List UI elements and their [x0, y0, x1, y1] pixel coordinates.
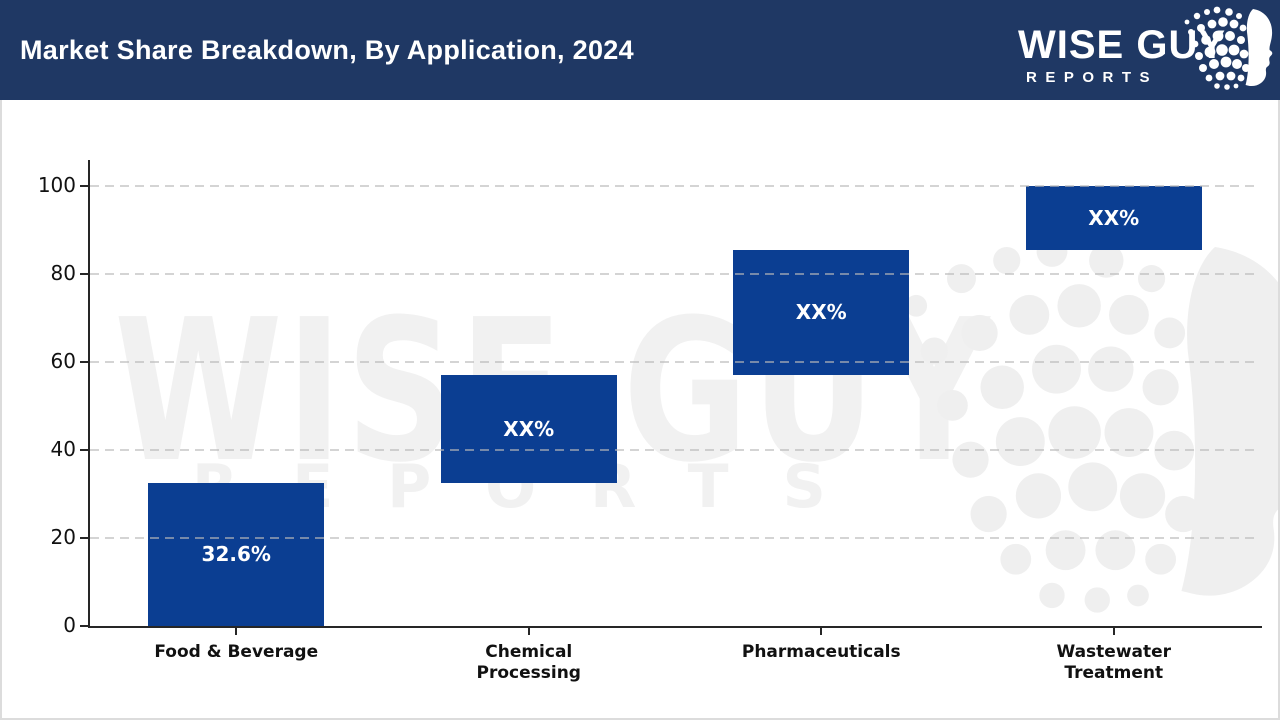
y-tick-label: 40 [50, 437, 76, 461]
chart-title: Market Share Breakdown, By Application, … [20, 34, 634, 65]
y-tick [80, 537, 88, 539]
y-tick [80, 185, 88, 187]
watermark-head-icon [905, 236, 1278, 613]
x-tick [235, 628, 238, 635]
x-category-label: Chemical Processing [414, 642, 644, 684]
gridline [90, 449, 1260, 451]
y-tick [80, 625, 88, 627]
bar-value-label: XX% [795, 300, 847, 325]
y-tick-label: 0 [63, 613, 76, 637]
gridline [90, 185, 1260, 187]
bar-1: XX% [440, 375, 617, 483]
y-tick [80, 361, 88, 363]
x-category-label-line: Pharmaceuticals [741, 642, 901, 662]
y-tick-label: 20 [50, 525, 76, 549]
x-category-label: Wastewater Treatment [999, 642, 1229, 684]
x-tick [527, 628, 530, 635]
gridline [90, 273, 1260, 275]
y-tick [80, 449, 88, 451]
gridline [90, 537, 1260, 539]
x-category-label-line: Wastewater [1056, 642, 1172, 662]
bar-0: 32.6% [148, 482, 325, 626]
x-tick [1112, 628, 1115, 635]
x-category-label: Food & Beverage [121, 642, 351, 663]
header-bar: Market Share Breakdown, By Application, … [0, 0, 1280, 100]
bar-value-label: XX% [503, 416, 555, 441]
bar-2: XX% [733, 249, 910, 376]
bar-3: XX% [1025, 186, 1202, 250]
y-tick [80, 273, 88, 275]
x-category-label-line: Treatment [1064, 663, 1164, 683]
x-category-label: Pharmaceuticals [706, 642, 936, 663]
chart-area: WISE GUY REPORTS 0 20 40 60 80 100 32.6% Food &… [0, 100, 1280, 720]
x-category-label-line: Chemical [485, 642, 573, 662]
logo-reports-text: REPORTS [1026, 69, 1158, 86]
y-tick-label: 100 [37, 173, 76, 197]
x-axis-line [88, 626, 1262, 628]
bar-value-label: XX% [1088, 205, 1140, 230]
x-category-label-line: Processing [476, 663, 581, 683]
gridline [90, 361, 1260, 363]
wise-guy-reports-logo: WISE GUY REPORTS [1018, 6, 1273, 90]
x-category-label-line: Food & Beverage [154, 642, 319, 662]
x-tick [820, 628, 823, 635]
y-axis-line [88, 160, 90, 628]
bar-value-label: 32.6% [201, 542, 271, 567]
y-tick-label: 60 [50, 349, 76, 373]
y-tick-label: 80 [50, 261, 76, 285]
